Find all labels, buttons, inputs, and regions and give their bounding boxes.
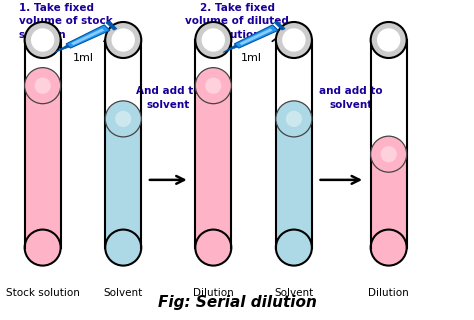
Text: Dilution: Dilution	[368, 288, 409, 298]
Bar	[371, 40, 407, 154]
Text: And add to
solvent: And add to solvent	[136, 86, 201, 109]
Text: Stock solution: Stock solution	[6, 288, 80, 298]
Polygon shape	[55, 45, 69, 52]
Polygon shape	[239, 28, 273, 45]
Bar	[195, 40, 231, 86]
Text: and add to
solvent: and add to solvent	[319, 86, 383, 109]
Ellipse shape	[201, 28, 225, 52]
Bar	[276, 119, 312, 248]
Ellipse shape	[195, 68, 231, 104]
Ellipse shape	[105, 229, 141, 266]
Ellipse shape	[31, 28, 55, 52]
Polygon shape	[71, 28, 104, 45]
Bar	[371, 154, 407, 248]
Polygon shape	[106, 21, 117, 30]
Bar	[105, 119, 141, 248]
Text: Solvent: Solvent	[274, 288, 313, 298]
Bar	[25, 40, 61, 86]
Ellipse shape	[115, 111, 131, 127]
Bar	[276, 40, 312, 119]
Polygon shape	[274, 21, 285, 30]
Text: 1. Take fixed
volume of stock
solution: 1. Take fixed volume of stock solution	[19, 3, 113, 40]
Ellipse shape	[282, 28, 306, 52]
Text: 2. Take fixed
volume of diluted
solution: 2. Take fixed volume of diluted solution	[185, 3, 289, 40]
Text: Dilution: Dilution	[193, 288, 234, 298]
Ellipse shape	[25, 68, 61, 104]
Ellipse shape	[105, 101, 141, 137]
Ellipse shape	[286, 111, 302, 127]
Ellipse shape	[111, 28, 135, 52]
Bar	[105, 40, 141, 119]
Polygon shape	[66, 25, 110, 48]
Ellipse shape	[371, 22, 407, 58]
Text: 1ml: 1ml	[73, 53, 93, 63]
Ellipse shape	[276, 229, 312, 266]
Ellipse shape	[371, 229, 407, 266]
Bar	[25, 86, 61, 248]
Text: Solvent: Solvent	[104, 288, 143, 298]
Polygon shape	[234, 25, 278, 48]
Ellipse shape	[276, 22, 312, 58]
Ellipse shape	[381, 146, 397, 162]
Ellipse shape	[25, 22, 61, 58]
Ellipse shape	[205, 77, 221, 94]
Ellipse shape	[25, 229, 61, 266]
Ellipse shape	[195, 22, 231, 58]
Text: 1ml: 1ml	[241, 53, 262, 63]
Ellipse shape	[195, 229, 231, 266]
Ellipse shape	[105, 22, 141, 58]
Ellipse shape	[276, 101, 312, 137]
Ellipse shape	[377, 28, 401, 52]
Ellipse shape	[371, 136, 407, 172]
Polygon shape	[223, 45, 237, 52]
Text: Fig: Serial dilution: Fig: Serial dilution	[157, 295, 317, 310]
Ellipse shape	[35, 77, 51, 94]
Bar	[195, 86, 231, 248]
